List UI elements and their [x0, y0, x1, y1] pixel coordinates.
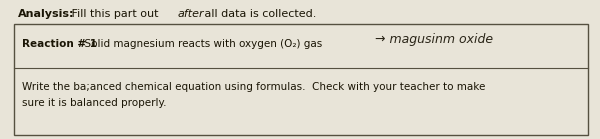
Text: Reaction # 1: Reaction # 1	[22, 39, 97, 49]
Text: Analysis:: Analysis:	[18, 9, 74, 19]
Text: Solid magnesium reacts with oxygen (O₂) gas: Solid magnesium reacts with oxygen (O₂) …	[78, 39, 322, 49]
Text: Write the ba;anced chemical equation using formulas.  Check with your teacher to: Write the ba;anced chemical equation usi…	[22, 82, 485, 92]
Text: → magusinm oxide: → magusinm oxide	[375, 33, 493, 47]
Text: Fill this part out: Fill this part out	[68, 9, 162, 19]
Text: all data is collected.: all data is collected.	[201, 9, 316, 19]
Text: sure it is balanced properly.: sure it is balanced properly.	[22, 98, 167, 108]
Text: after: after	[178, 9, 205, 19]
FancyBboxPatch shape	[14, 24, 588, 135]
